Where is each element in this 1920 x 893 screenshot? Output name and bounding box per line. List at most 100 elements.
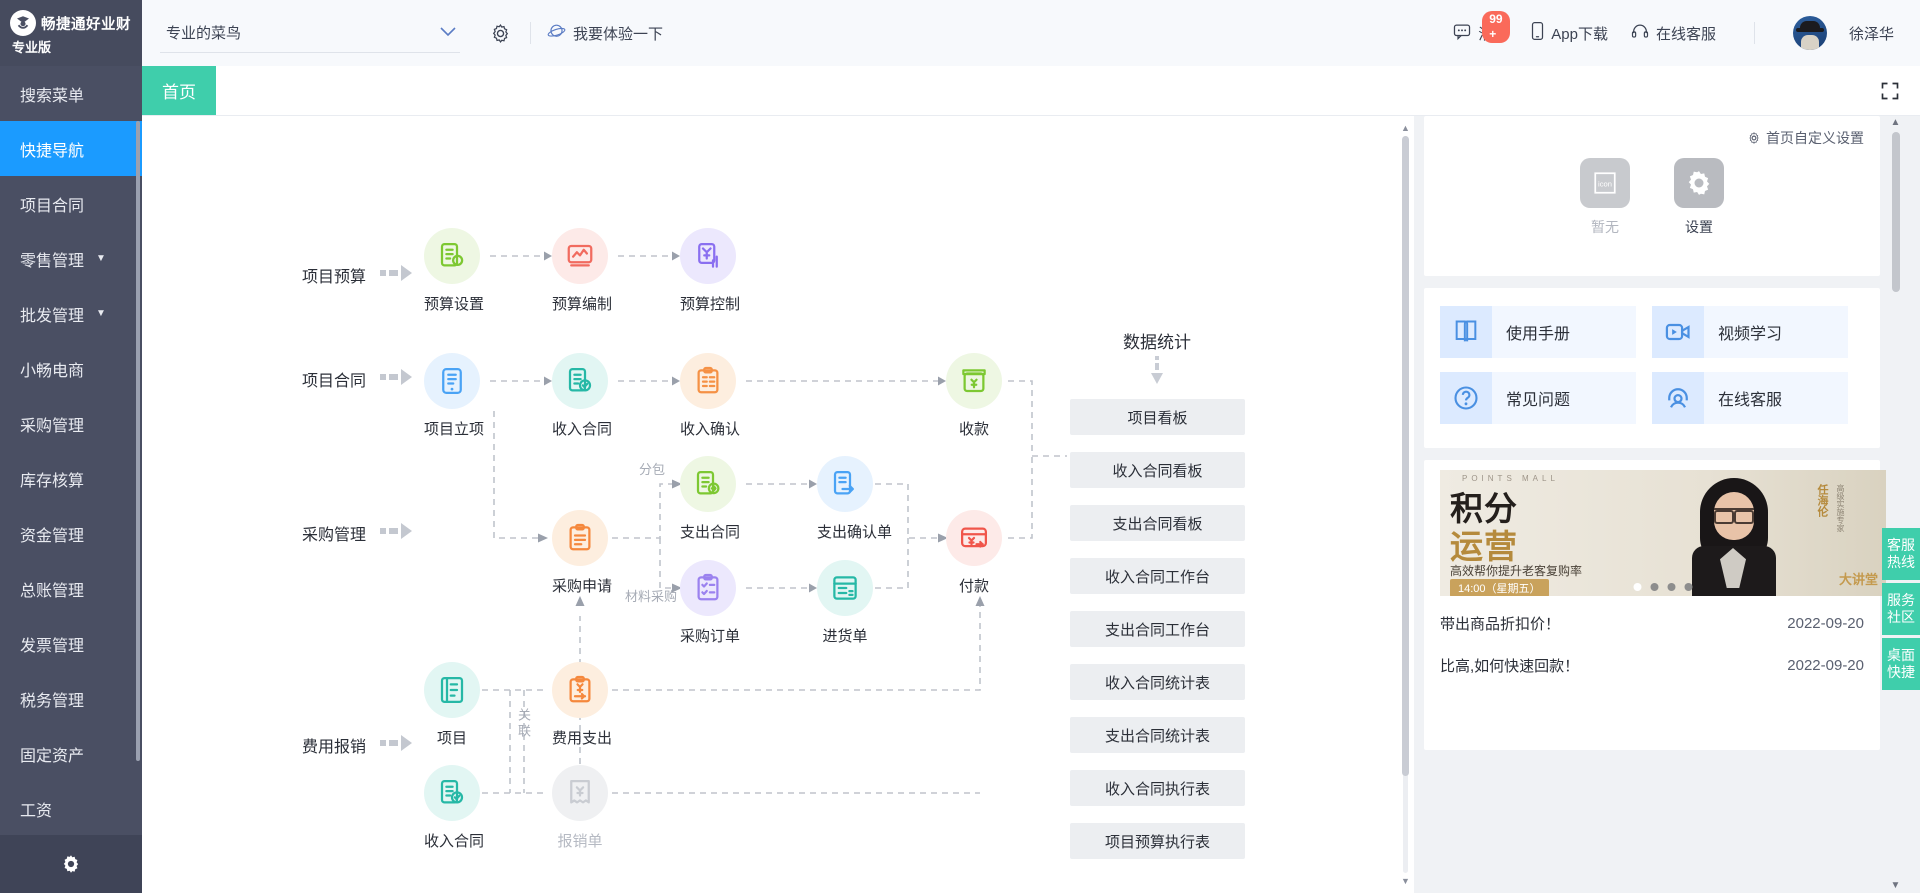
quick-link-label: 使用手册 [1506, 326, 1571, 343]
sidebar-item-label: 零售管理 [20, 252, 85, 270]
panel-scroll-thumb[interactable] [1892, 132, 1900, 292]
stats-button-1[interactable]: 收入合同看板 [1070, 452, 1245, 488]
custom-tile-1[interactable]: 设置 [1674, 158, 1724, 237]
promo-banner[interactable]: POINTS MALL 积分 运营 高效帮你提升老客复购率 14:00（星期五）… [1440, 470, 1886, 596]
experience-button[interactable]: 我要体验一下 [547, 22, 663, 45]
float-tab-1[interactable]: 服务 社区 [1882, 583, 1920, 635]
stats-button-8[interactable]: 项目预算执行表 [1070, 823, 1245, 859]
sidebar-scrollbar[interactable] [136, 121, 140, 761]
flow-node-reimburse-form[interactable]: 报销单 [552, 765, 608, 851]
sidebar-item-1[interactable]: 快捷导航 [0, 121, 147, 176]
flow-node-payment[interactable]: 付款 [946, 510, 1002, 596]
flow-node-icon-wrap [552, 510, 608, 566]
sidebar-item-6[interactable]: 采购管理 [0, 396, 142, 451]
stats-button-7[interactable]: 收入合同执行表 [1070, 770, 1245, 806]
messages-button[interactable]: 消息 99 + [1452, 10, 1510, 45]
custom-tile-label: 暂无 [1591, 219, 1619, 235]
flow-node-budget-setting[interactable]: 预算设置 [424, 228, 484, 314]
stats-button-3[interactable]: 收入合同工作台 [1070, 558, 1245, 594]
sidebar-item-10[interactable]: 发票管理 [0, 616, 142, 671]
flow-node-label: 费用支出 [552, 730, 613, 747]
app-download-label: App下载 [1551, 25, 1608, 43]
sidebar-item-8[interactable]: 资金管理 [0, 506, 142, 561]
stats-button-2[interactable]: 支出合同看板 [1070, 505, 1245, 541]
flow-node-goods-receipt[interactable]: 进货单 [817, 560, 873, 646]
canvas-scroll-thumb[interactable] [1402, 136, 1409, 776]
sidebar-item-4[interactable]: 批发管理 ▼ [0, 286, 142, 341]
flow-node-icon-wrap [552, 662, 608, 718]
float-tab-line1: 桌面 [1887, 647, 1915, 663]
banner-dot-3[interactable] [1684, 583, 1693, 591]
right-panel-scrollbar[interactable]: ▲ ▼ [1890, 116, 1902, 893]
experience-label: 我要体验一下 [573, 25, 664, 43]
flow-node-receipt[interactable]: 收款 [946, 353, 1002, 439]
flow-row-arrow-0 [380, 265, 412, 281]
scroll-up-icon[interactable]: ▲ [1401, 123, 1410, 133]
news-item-0[interactable]: 带出商品折扣价！ 2022-09-20 [1440, 602, 1864, 644]
quick-link-2[interactable]: 常见问题 [1440, 372, 1636, 424]
sidebar-item-2[interactable]: 项目合同 [0, 176, 142, 231]
sidebar-item-12[interactable]: 固定资产 [0, 726, 142, 781]
custom-settings-link[interactable]: 首页自定义设置 [1424, 116, 1880, 152]
sidebar-item-13[interactable]: 工资 [0, 781, 142, 836]
sidebar-settings-button[interactable] [0, 835, 142, 893]
flow-node-budget-compile[interactable]: 预算编制 [552, 228, 612, 314]
float-tab-line2: 热线 [1887, 554, 1915, 570]
flow-node-icon-wrap [817, 560, 873, 616]
sidebar-item-7[interactable]: 库存核算 [0, 451, 142, 506]
doc-check-icon [568, 368, 592, 392]
org-selector[interactable]: 专业的菜鸟 [160, 13, 460, 53]
flow-node-income-contract[interactable]: 收入合同 [552, 353, 612, 439]
clipboard-out-icon [569, 675, 591, 703]
float-tab-0[interactable]: 客服 热线 [1882, 528, 1920, 580]
banner-dot-1[interactable] [1650, 583, 1659, 591]
sidebar-item-0[interactable]: 搜索菜单 [0, 66, 142, 121]
topbar-settings-button[interactable] [486, 19, 514, 47]
app-download-button[interactable]: App下载 [1530, 21, 1608, 45]
sidebar-item-3[interactable]: 零售管理 ▼ [0, 231, 142, 286]
canvas-scrollbar[interactable]: ▲ ▼ [1401, 122, 1410, 887]
quick-link-0[interactable]: 使用手册 [1440, 306, 1636, 358]
float-tab-2[interactable]: 桌面 快捷 [1882, 638, 1920, 690]
tab-home[interactable]: 首页 [142, 66, 216, 115]
flow-node-expense-contract[interactable]: 支出合同 [680, 456, 740, 542]
sidebar-item-11[interactable]: 税务管理 [0, 671, 142, 726]
float-tab-line1: 客服 [1887, 537, 1915, 553]
float-tab-line2: 快捷 [1887, 664, 1915, 680]
banner-dot-2[interactable] [1667, 583, 1676, 591]
flow-node-income-contract2[interactable]: 收入合同 [424, 765, 484, 851]
quick-link-3[interactable]: 在线客服 [1652, 372, 1848, 424]
panel-scroll-up-icon[interactable]: ▲ [1890, 117, 1901, 128]
flow-node-expense-out[interactable]: 费用支出 [552, 662, 613, 748]
stats-button-6[interactable]: 支出合同统计表 [1070, 717, 1245, 753]
workspace: 预算设置 预算编制 预算控制 项目立项 收入合同 收入确认 收款 采购申请 支出合同 支出确认单采… [142, 116, 1920, 893]
custom-settings-card: 首页自定义设置 icon 暂无 设置 [1424, 116, 1880, 276]
flow-node-budget-control[interactable]: 预算控制 [680, 228, 740, 314]
flow-node-income-confirm[interactable]: 收入确认 [680, 353, 740, 439]
online-service-button[interactable]: 在线客服 [1630, 22, 1716, 45]
flow-node-project[interactable]: 项目 [424, 662, 480, 748]
flow-node-project-setup[interactable]: 项目立项 [424, 353, 484, 439]
stats-button-0[interactable]: 项目看板 [1070, 399, 1245, 435]
flow-node-expense-confirm[interactable]: 支出确认单 [817, 456, 892, 542]
custom-tile-0[interactable]: icon 暂无 [1580, 158, 1630, 237]
username-label[interactable]: 徐泽华 [1848, 25, 1894, 43]
scroll-down-icon[interactable]: ▼ [1401, 876, 1410, 886]
panel-scroll-down-icon[interactable]: ▼ [1890, 880, 1901, 891]
stats-button-4[interactable]: 支出合同工作台 [1070, 611, 1245, 647]
banner-dots[interactable] [1633, 583, 1693, 591]
sidebar-item-9[interactable]: 总账管理 [0, 561, 142, 616]
avatar[interactable] [1792, 16, 1827, 50]
stats-button-5[interactable]: 收入合同统计表 [1070, 664, 1245, 700]
right-panel: 首页自定义设置 icon 暂无 设置 使用手册 视频学习 常见问题 在线客服 POINTS… [1424, 116, 1902, 893]
fullscreen-button[interactable] [1860, 66, 1920, 115]
news-item-1[interactable]: 比高,如何快速回款！ 2022-09-20 [1440, 644, 1864, 686]
flow-node-purchase-request[interactable]: 采购申请 [552, 510, 612, 596]
topbar-right-group: 消息 99 + App下载 在线客服 徐泽华 [1452, 10, 1920, 50]
banner-dot-0[interactable] [1633, 583, 1642, 591]
brand-logo[interactable]: 畅捷通好业财 专业版 [0, 0, 142, 66]
quick-link-1[interactable]: 视频学习 [1652, 306, 1848, 358]
flow-node-purchase-order[interactable]: 采购订单 [680, 560, 740, 646]
sidebar-item-5[interactable]: 小畅电商 [0, 341, 142, 396]
